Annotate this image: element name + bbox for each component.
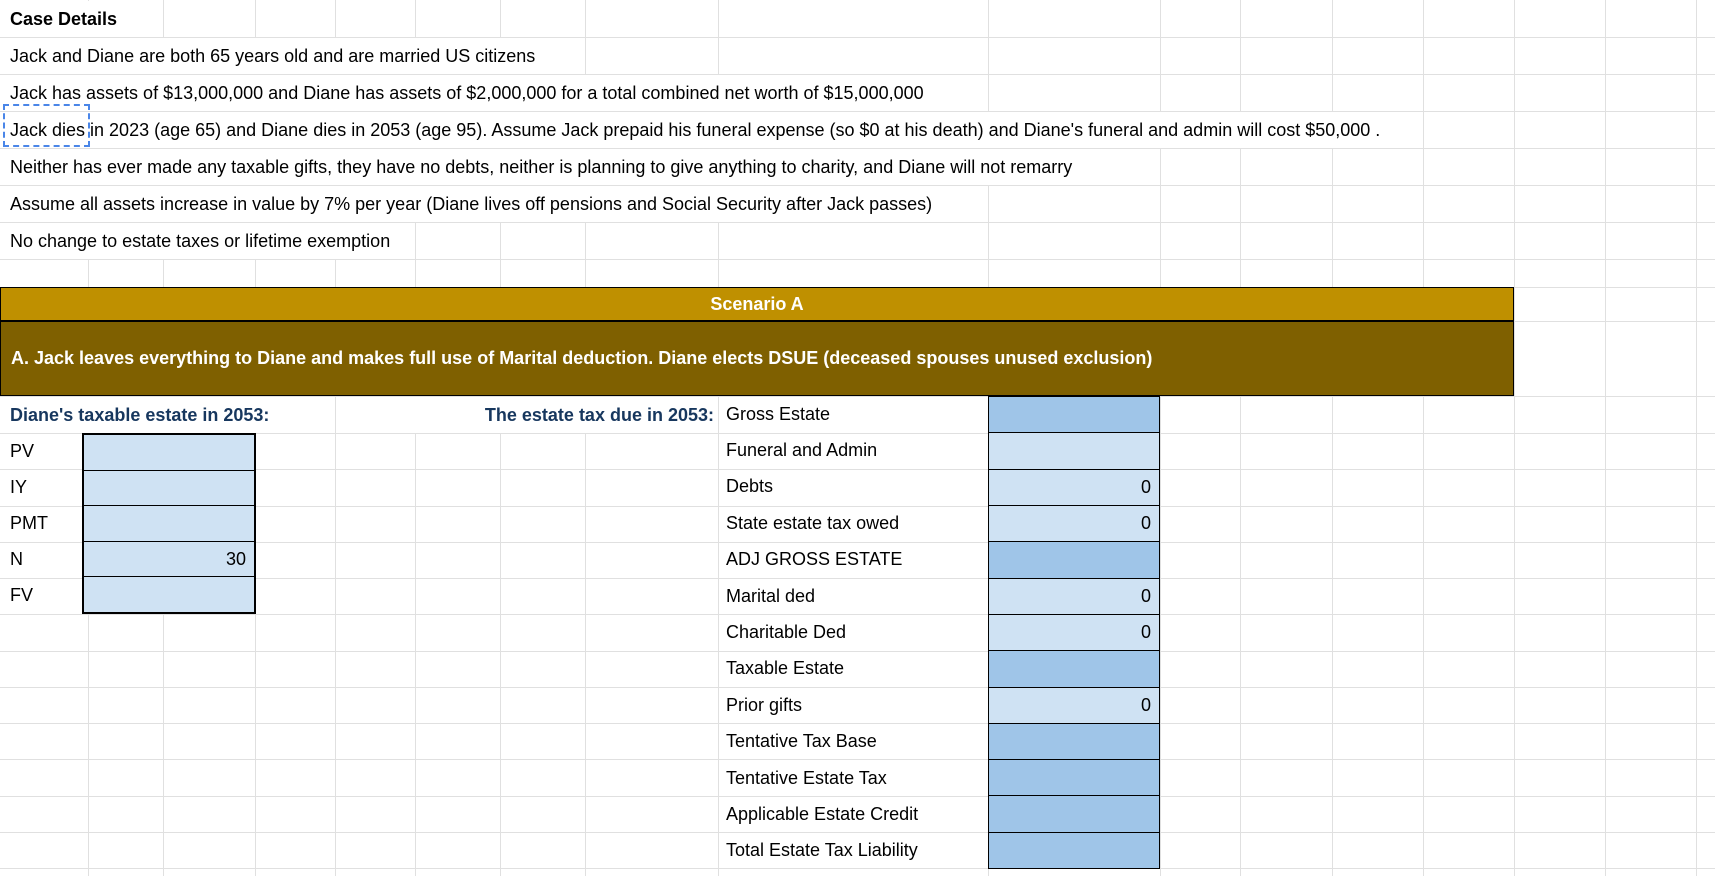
estate-cell-gross-estate[interactable] bbox=[989, 397, 1159, 434]
estate-table-labels: Gross Estate Funeral and Admin Debts Sta… bbox=[726, 396, 986, 869]
estate-label-applicable-credit[interactable]: Applicable Estate Credit bbox=[726, 803, 919, 824]
estate-cell-debts[interactable]: 0 bbox=[989, 469, 1159, 506]
estate-tax-due-header[interactable]: The estate tax due in 2053: bbox=[415, 397, 714, 433]
estate-label-taxable-estate[interactable]: Taxable Estate bbox=[726, 658, 845, 679]
tvm-labels: PV IY PMT N FV bbox=[10, 433, 80, 614]
estate-label-adj-gross-estate[interactable]: ADJ GROSS ESTATE bbox=[726, 549, 903, 570]
estate-label-total-liability[interactable]: Total Estate Tax Liability bbox=[726, 840, 918, 861]
estate-label-gross-estate[interactable]: Gross Estate bbox=[726, 403, 831, 424]
estate-cell-total-liability[interactable] bbox=[989, 832, 1159, 869]
tvm-cell-fv[interactable] bbox=[84, 577, 254, 612]
estate-cell-prior-gifts[interactable]: 0 bbox=[989, 687, 1159, 724]
tvm-cell-pv[interactable] bbox=[84, 435, 254, 471]
estate-label-tentative-tax-base[interactable]: Tentative Tax Base bbox=[726, 731, 877, 752]
tvm-cell-pmt[interactable] bbox=[84, 506, 254, 542]
estate-label-funeral-admin[interactable]: Funeral and Admin bbox=[726, 440, 878, 461]
scenario-a-banner[interactable]: Scenario A bbox=[0, 287, 1514, 321]
copy-selection-marquee bbox=[3, 104, 90, 147]
estate-label-marital-ded[interactable]: Marital ded bbox=[726, 585, 816, 606]
cell-case-line-6[interactable]: No change to estate taxes or lifetime ex… bbox=[0, 223, 401, 259]
tvm-cell-n[interactable]: 30 bbox=[84, 541, 254, 578]
tvm-label-pv[interactable]: PV bbox=[10, 440, 35, 461]
scenario-a-description[interactable]: A. Jack leaves everything to Diane and m… bbox=[0, 321, 1514, 396]
tvm-label-n[interactable]: N bbox=[10, 549, 23, 570]
tvm-label-fv[interactable]: FV bbox=[10, 585, 34, 606]
estate-cell-adj-gross-estate[interactable] bbox=[989, 542, 1159, 579]
tvm-label-pmt[interactable]: PMT bbox=[10, 513, 48, 533]
tvm-label-iy[interactable]: IY bbox=[10, 476, 28, 497]
estate-cell-charitable-ded[interactable]: 0 bbox=[989, 614, 1159, 652]
estate-cell-applicable-credit[interactable] bbox=[989, 796, 1159, 833]
estate-label-charitable-ded[interactable]: Charitable Ded bbox=[726, 622, 847, 643]
cell-case-line-5[interactable]: Assume all assets increase in value by 7… bbox=[0, 186, 943, 222]
estate-cell-funeral-admin[interactable] bbox=[989, 433, 1159, 470]
cell-case-line-4[interactable]: Neither has ever made any taxable gifts,… bbox=[0, 149, 1083, 185]
estate-cell-tentative-tax-base[interactable] bbox=[989, 723, 1159, 761]
cell-case-details-title[interactable]: Case Details bbox=[0, 1, 128, 37]
estate-label-state-tax[interactable]: State estate tax owed bbox=[726, 512, 900, 533]
estate-table-value-cells: 0 0 0 0 0 bbox=[988, 396, 1160, 869]
cell-case-line-3[interactable]: Jack dies in 2023 (age 65) and Diane die… bbox=[0, 112, 1391, 148]
estate-cell-tentative-tax[interactable] bbox=[989, 760, 1159, 797]
estate-cell-taxable-estate[interactable] bbox=[989, 651, 1159, 688]
estate-label-debts[interactable]: Debts bbox=[726, 476, 774, 497]
cell-case-line-2[interactable]: Jack has assets of $13,000,000 and Diane… bbox=[0, 75, 934, 111]
estate-cell-marital-ded[interactable]: 0 bbox=[989, 578, 1159, 615]
cell-case-line-1[interactable]: Jack and Diane are both 65 years old and… bbox=[0, 38, 546, 74]
estate-label-tentative-tax[interactable]: Tentative Estate Tax bbox=[726, 767, 887, 788]
tvm-cell-iy[interactable] bbox=[84, 470, 254, 507]
estate-label-prior-gifts[interactable]: Prior gifts bbox=[726, 694, 803, 715]
tvm-input-cells: 30 bbox=[82, 433, 256, 614]
diane-taxable-estate-header[interactable]: Diane's taxable estate in 2053: bbox=[0, 397, 280, 433]
estate-cell-state-tax[interactable]: 0 bbox=[989, 505, 1159, 543]
